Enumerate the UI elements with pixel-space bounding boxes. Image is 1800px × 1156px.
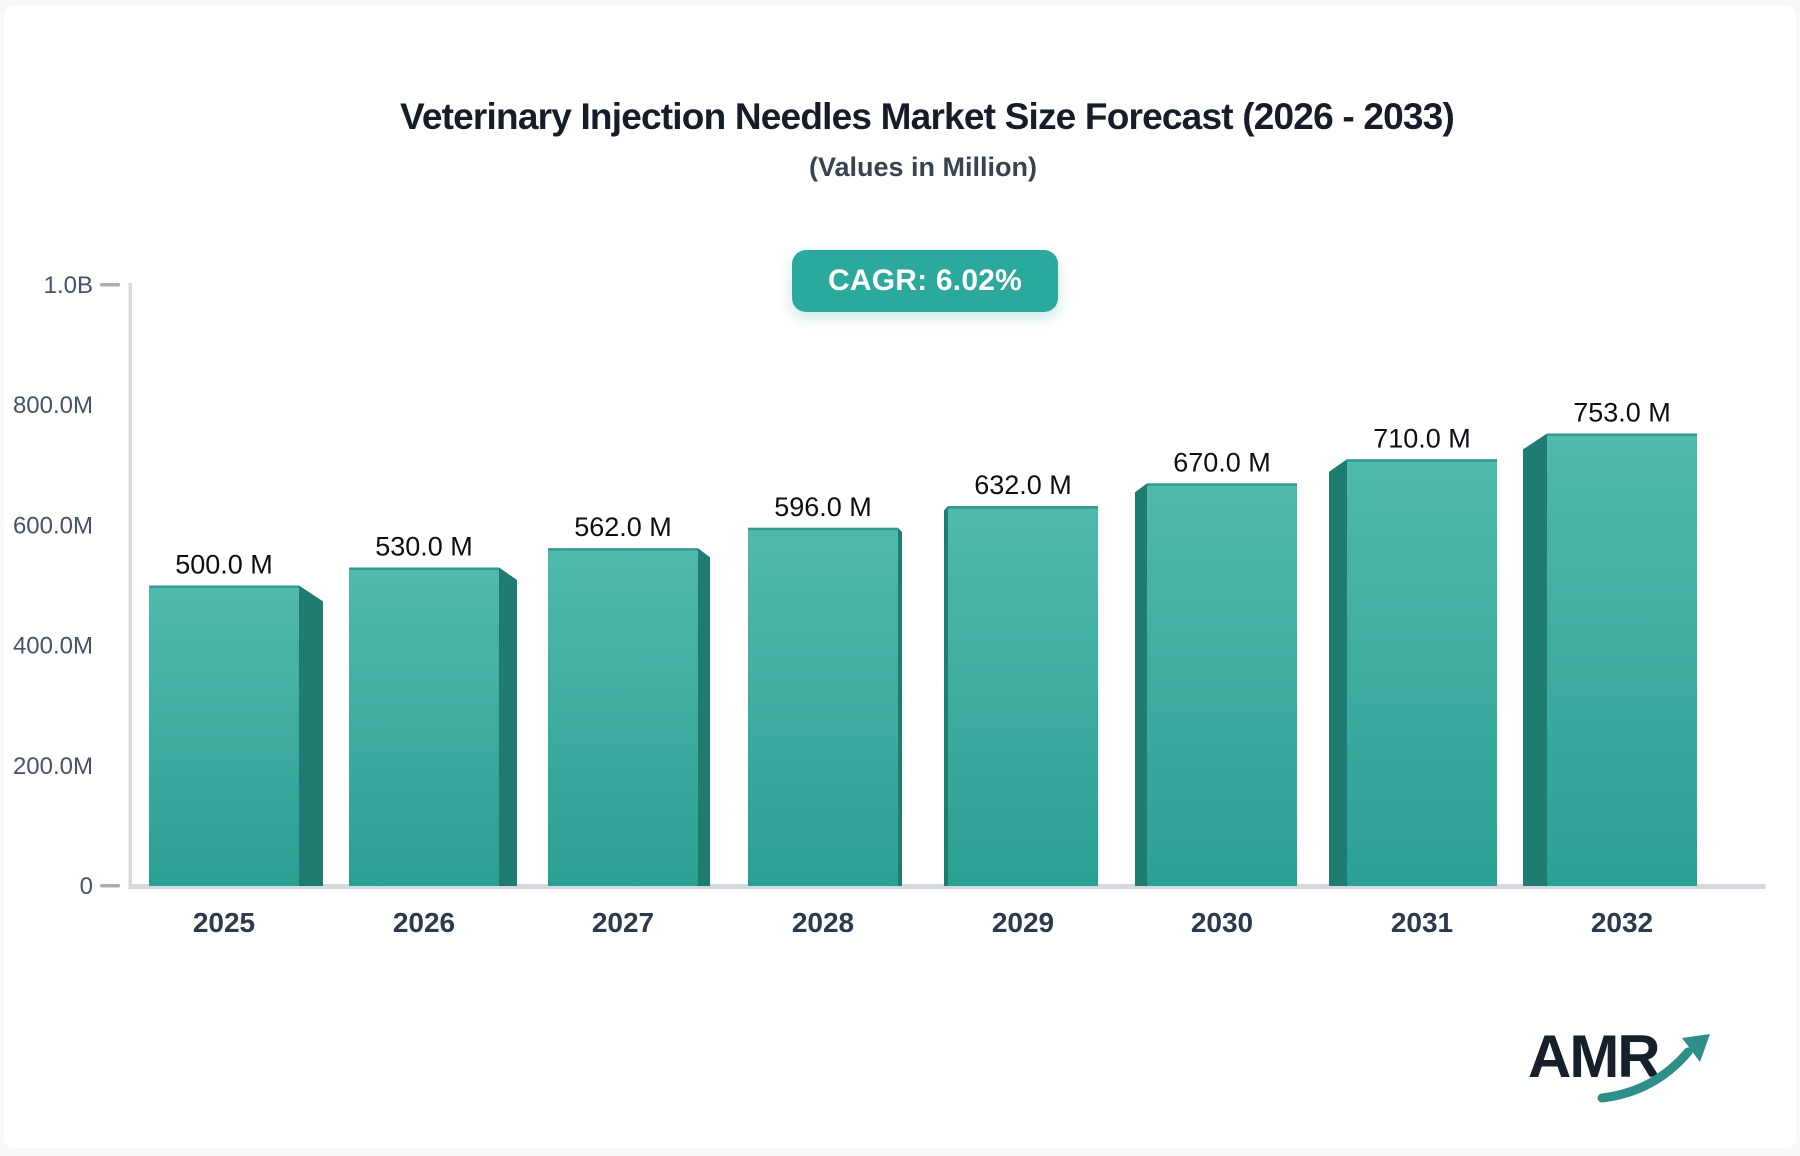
y-tick-label: 1.0B [44,272,93,299]
y-tick-dash [100,884,120,888]
bar-side-face [499,567,517,886]
arrow-head [1682,1034,1710,1062]
bar-2027[interactable]: 562.0 M 2027 [548,512,710,938]
y-tick-label: 200.0M [13,753,93,780]
bar-value-label: 596.0 M [774,492,872,522]
bar-face [948,506,1098,886]
bar-value-label: 632.0 M [974,470,1072,500]
chart-title: Veterinary Injection Needles Market Size… [400,96,1455,137]
x-axis-label: 2029 [992,907,1054,938]
bar-value-label: 753.0 M [1573,397,1671,427]
bar-face [1347,459,1497,886]
bar-value-label: 530.0 M [375,531,473,561]
x-axis-label: 2027 [592,907,654,938]
bar-side-face [898,527,902,886]
x-axis-label: 2028 [792,907,854,938]
bar-value-label: 500.0 M [175,550,273,580]
bar-face [349,567,499,886]
bar-2032[interactable]: 753.0 M 2032 [1523,397,1697,938]
bar-2029[interactable]: 632.0 M 2029 [944,470,1098,938]
bar-2031[interactable]: 710.0 M 2031 [1329,423,1497,938]
bar-face [1147,483,1297,886]
bar-face [548,548,698,886]
y-tick-label: 400.0M [13,633,93,660]
bar-side-face [299,585,323,886]
growth-arrow-icon [1597,1034,1710,1103]
bar-value-label: 710.0 M [1373,423,1471,453]
bar-face [1547,433,1697,886]
bar-value-label: 562.0 M [574,512,672,542]
y-tick-label: 800.0M [13,392,93,419]
chart-subtitle: (Values in Million) [808,152,1038,182]
x-axis-label: 2032 [1591,907,1653,938]
bar-face [149,585,299,886]
x-axis-label: 2025 [193,907,255,938]
bar-2025[interactable]: 500.0 M 2025 [149,550,323,939]
x-axis-label: 2030 [1191,907,1253,938]
amr-logo: AMR [1528,1022,1718,1112]
y-tick-label: 600.0M [13,512,93,539]
y-axis-line [128,283,132,889]
bar-2028[interactable]: 596.0 M 2028 [748,492,902,938]
bar-value-label: 670.0 M [1173,447,1271,477]
bar-side-face [1523,433,1547,886]
amr-logo-text: AMR [1528,1023,1661,1090]
x-axis-label: 2031 [1391,907,1453,938]
y-tick-label: 0 [80,873,93,900]
bar-2030[interactable]: 670.0 M 2030 [1135,447,1297,938]
bar-face [748,527,898,886]
bar-side-face [1329,459,1347,886]
bar-side-face [1135,483,1147,886]
x-axis-label: 2026 [393,907,455,938]
cagr-badge: CAGR: 6.02% [792,250,1058,312]
y-tick-dash [100,283,120,287]
arrow-swoosh [1597,1047,1693,1103]
bar-side-face [944,506,948,886]
bar-side-face [698,548,710,886]
x-axis-line [128,884,1766,889]
bar-2026[interactable]: 530.0 M 2026 [349,531,517,938]
